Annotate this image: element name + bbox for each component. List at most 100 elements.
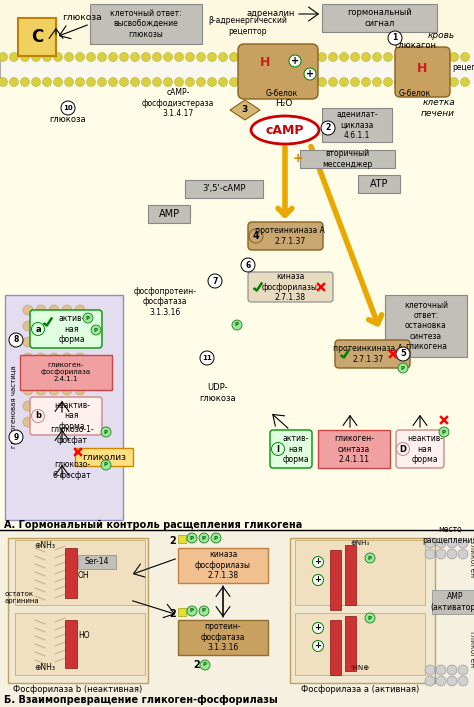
Circle shape: [197, 78, 206, 86]
Circle shape: [219, 52, 228, 62]
Circle shape: [86, 78, 95, 86]
Ellipse shape: [251, 116, 319, 144]
Circle shape: [318, 78, 327, 86]
FancyBboxPatch shape: [15, 613, 145, 675]
Circle shape: [64, 52, 73, 62]
Text: OH: OH: [78, 571, 90, 580]
Circle shape: [272, 443, 284, 455]
FancyBboxPatch shape: [295, 613, 425, 675]
Text: глюкоза: глюкоза: [62, 13, 101, 23]
Text: кровь: кровь: [428, 30, 455, 40]
Circle shape: [36, 401, 46, 411]
Circle shape: [98, 78, 107, 86]
FancyBboxPatch shape: [8, 538, 148, 683]
FancyBboxPatch shape: [0, 0, 474, 55]
Text: Б. Взаимопревращение гликоген-фосфорилазы: Б. Взаимопревращение гликоген-фосфорилаз…: [4, 695, 278, 705]
Text: β-адренергический
рецептор: β-адренергический рецептор: [209, 16, 287, 35]
Circle shape: [75, 52, 84, 62]
Circle shape: [23, 321, 33, 331]
Text: D: D: [400, 445, 407, 453]
Bar: [330, 620, 341, 675]
Circle shape: [62, 385, 72, 395]
Circle shape: [436, 538, 446, 548]
Circle shape: [49, 369, 59, 379]
Circle shape: [75, 337, 85, 347]
Circle shape: [383, 52, 392, 62]
Text: ⊕NH₃: ⊕NH₃: [35, 540, 55, 549]
Circle shape: [438, 78, 447, 86]
Circle shape: [425, 665, 435, 675]
Circle shape: [458, 549, 468, 559]
FancyBboxPatch shape: [178, 548, 268, 583]
Circle shape: [447, 538, 457, 548]
Circle shape: [83, 313, 93, 323]
Circle shape: [75, 305, 85, 315]
Circle shape: [461, 78, 470, 86]
Circle shape: [405, 78, 414, 86]
Text: неактив-
ная
форма: неактив- ная форма: [407, 434, 443, 464]
Circle shape: [405, 52, 414, 62]
Text: протеинкиназа А
2.7.1.37: протеинкиназа А 2.7.1.37: [255, 226, 325, 246]
Circle shape: [263, 78, 272, 86]
Circle shape: [75, 417, 85, 427]
Circle shape: [339, 78, 348, 86]
Circle shape: [9, 430, 23, 444]
Text: гликоген: гликоген: [467, 542, 474, 578]
FancyBboxPatch shape: [290, 538, 435, 683]
Circle shape: [31, 322, 45, 336]
Text: клетка
печени: клетка печени: [421, 98, 455, 117]
Text: вторичный
мессенджер: вторичный мессенджер: [322, 149, 372, 169]
Circle shape: [43, 52, 52, 62]
Circle shape: [75, 78, 84, 86]
Circle shape: [318, 52, 327, 62]
Text: 3',5'-сАМР: 3',5'-сАМР: [202, 185, 246, 194]
Circle shape: [461, 52, 470, 62]
Text: H₂O: H₂O: [275, 100, 292, 108]
Circle shape: [373, 52, 382, 62]
Circle shape: [98, 52, 107, 62]
Circle shape: [86, 52, 95, 62]
Circle shape: [130, 52, 139, 62]
Circle shape: [62, 337, 72, 347]
Circle shape: [208, 274, 222, 288]
Circle shape: [458, 538, 468, 548]
Text: +: +: [315, 641, 321, 650]
Circle shape: [417, 78, 426, 86]
Circle shape: [211, 533, 221, 543]
Circle shape: [273, 78, 283, 86]
Circle shape: [49, 321, 59, 331]
FancyBboxPatch shape: [385, 295, 467, 357]
Circle shape: [91, 325, 101, 335]
Circle shape: [425, 549, 435, 559]
Text: 1: 1: [392, 33, 398, 42]
Text: АМР
(активатор): АМР (активатор): [431, 592, 474, 612]
Circle shape: [49, 401, 59, 411]
Circle shape: [458, 665, 468, 675]
Circle shape: [0, 52, 8, 62]
FancyBboxPatch shape: [30, 397, 102, 435]
Text: P: P: [235, 322, 239, 327]
Polygon shape: [230, 100, 260, 120]
Text: P: P: [104, 429, 108, 435]
Text: I: I: [276, 445, 280, 453]
Circle shape: [229, 78, 238, 86]
Text: гликоген-
синтаза
2.4.1.11: гликоген- синтаза 2.4.1.11: [334, 434, 374, 464]
Circle shape: [240, 78, 249, 86]
Text: 4: 4: [253, 231, 259, 241]
Text: H: H: [417, 62, 427, 74]
Text: 2: 2: [325, 124, 331, 132]
FancyBboxPatch shape: [178, 620, 268, 655]
Circle shape: [428, 78, 437, 86]
Circle shape: [436, 665, 446, 675]
Circle shape: [396, 443, 410, 455]
Circle shape: [23, 353, 33, 363]
Circle shape: [49, 337, 59, 347]
Circle shape: [295, 52, 304, 62]
Circle shape: [62, 401, 72, 411]
Text: 6: 6: [246, 260, 251, 269]
Text: ⊕NH₃: ⊕NH₃: [350, 540, 370, 546]
Circle shape: [61, 101, 75, 115]
Bar: [330, 550, 341, 610]
Circle shape: [62, 305, 72, 315]
FancyBboxPatch shape: [18, 18, 56, 56]
